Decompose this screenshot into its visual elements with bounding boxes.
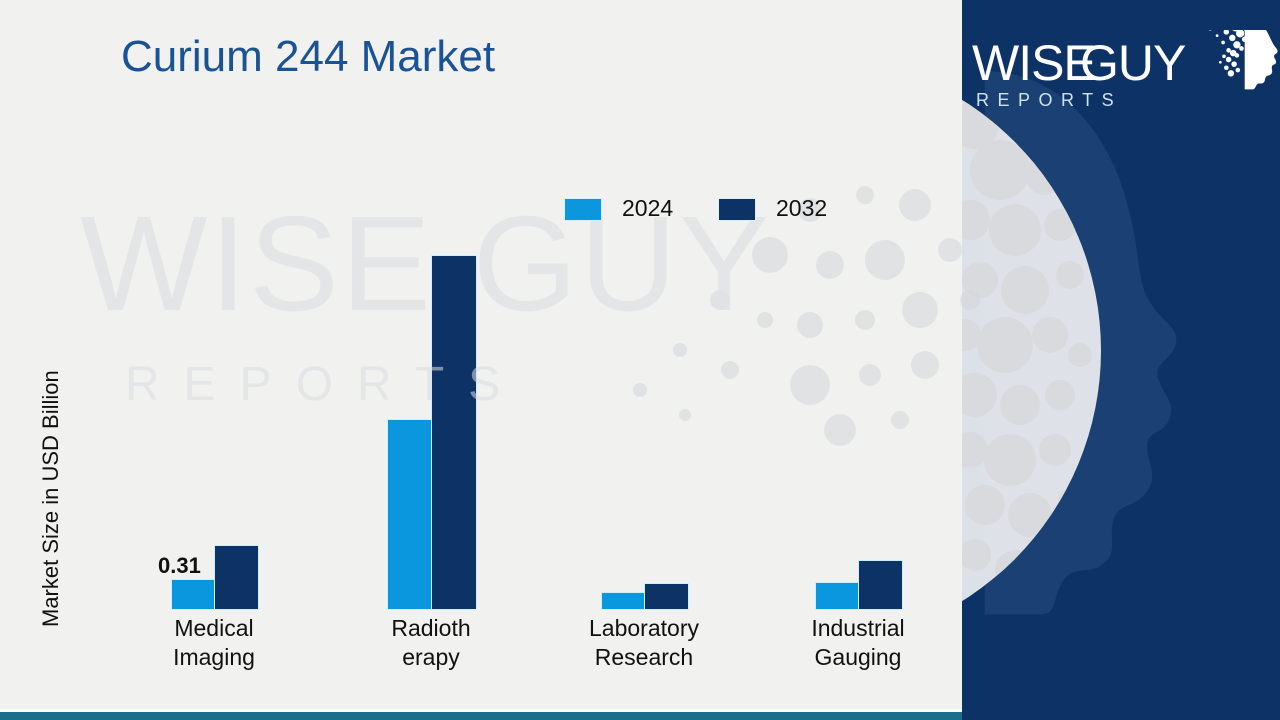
svg-text:REPORTS: REPORTS (125, 358, 524, 411)
svg-text:GUY: GUY (1080, 35, 1186, 91)
svg-text:REPORTS: REPORTS (976, 90, 1122, 110)
svg-text:WISE: WISE (972, 35, 1096, 91)
